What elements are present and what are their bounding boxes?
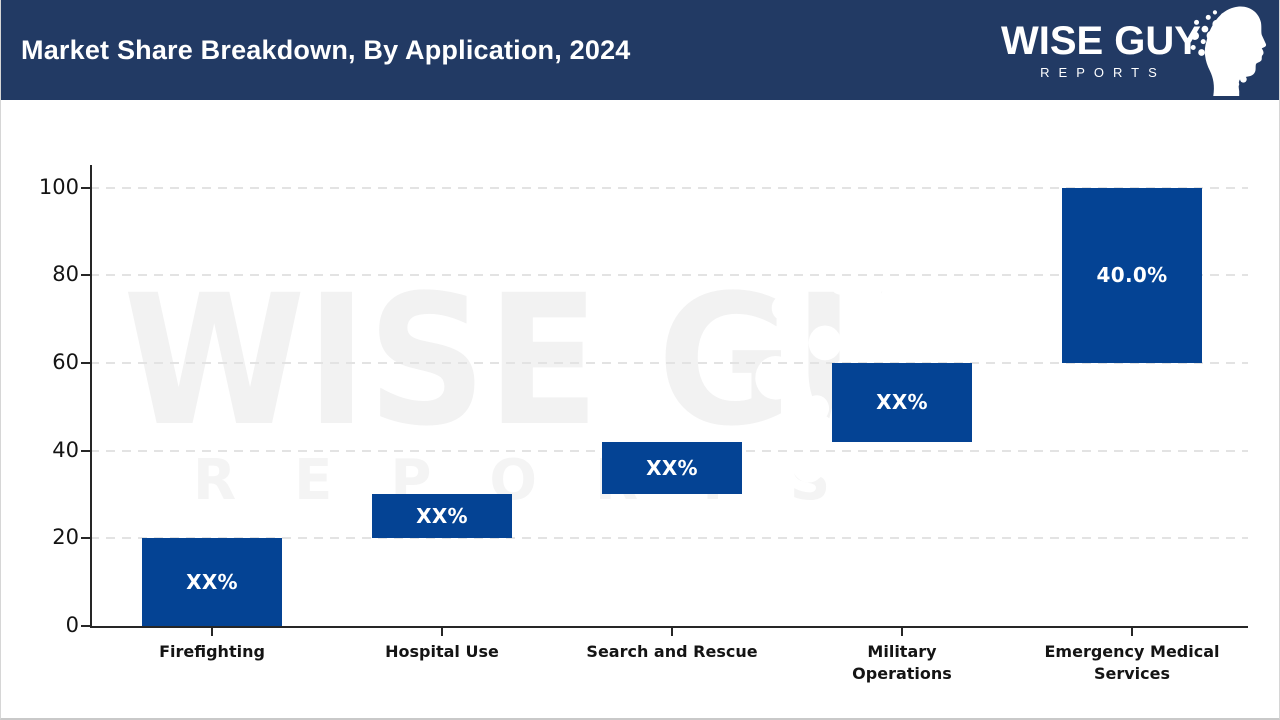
x-tick-mark	[1131, 628, 1133, 636]
x-category-label: Hospital Use	[385, 642, 499, 661]
x-tick-mark	[671, 628, 673, 636]
bar-firefighting: XX%	[142, 538, 282, 626]
y-tick-label: 40	[52, 437, 79, 462]
y-gridline	[90, 537, 1248, 540]
y-tick-label: 20	[52, 525, 79, 550]
bar-value-label: XX%	[646, 456, 698, 481]
bar-value-label: XX%	[876, 390, 928, 415]
y-tick-mark	[81, 449, 90, 452]
x-tick-mark	[901, 628, 903, 636]
y-tick-label: 100	[38, 174, 79, 199]
x-category-label: Military Operations	[852, 642, 952, 683]
x-category-label: Firefighting	[159, 642, 265, 661]
y-tick-mark	[81, 537, 90, 540]
bar-military-operations: XX%	[832, 362, 972, 442]
x-tick-mark	[441, 628, 443, 636]
x-tick-mark	[211, 628, 213, 636]
x-category-label: Search and Rescue	[586, 642, 758, 661]
y-tick-mark	[81, 186, 90, 189]
logo-wordmark: WISE GUY	[1000, 18, 1201, 63]
logo-subtitle: REPORTS	[1040, 64, 1166, 80]
y-tick-label: 60	[52, 349, 79, 374]
x-axis-line	[90, 626, 1248, 628]
y-tick-label: 0	[65, 613, 79, 637]
header: Market Share Breakdown, By Application, …	[1, 0, 1279, 100]
bar-value-label: 40.0%	[1096, 263, 1168, 288]
bar-value-label: XX%	[416, 504, 468, 529]
bar-hospital-use: XX%	[372, 494, 512, 539]
y-axis-line	[90, 165, 92, 628]
y-tick-mark	[81, 625, 90, 627]
bar-value-label: XX%	[186, 570, 238, 595]
chart-title: Market Share Breakdown, By Application, …	[21, 34, 631, 65]
bar-search-and-rescue: XX%	[602, 441, 742, 495]
y-tick-mark	[81, 361, 90, 364]
y-tick-label: 80	[52, 262, 79, 287]
y-gridline	[90, 186, 1248, 189]
bar-emergency-medical-services: 40.0%	[1062, 187, 1202, 363]
y-gridline	[90, 361, 1248, 364]
x-category-label: Emergency Medical Services	[1044, 642, 1220, 683]
y-gridline	[90, 274, 1248, 277]
y-tick-mark	[81, 274, 90, 277]
logo-head-icon	[1190, 6, 1267, 96]
logo-text: WISE GUY REPORTS	[1001, 21, 1201, 80]
plot-area: WISE GUY REPORTS 0 20 40 60 80 100 XX% Firefigh…	[1, 100, 1279, 718]
wise-guy-reports-logo: WISE GUY REPORTS	[1001, 4, 1279, 96]
